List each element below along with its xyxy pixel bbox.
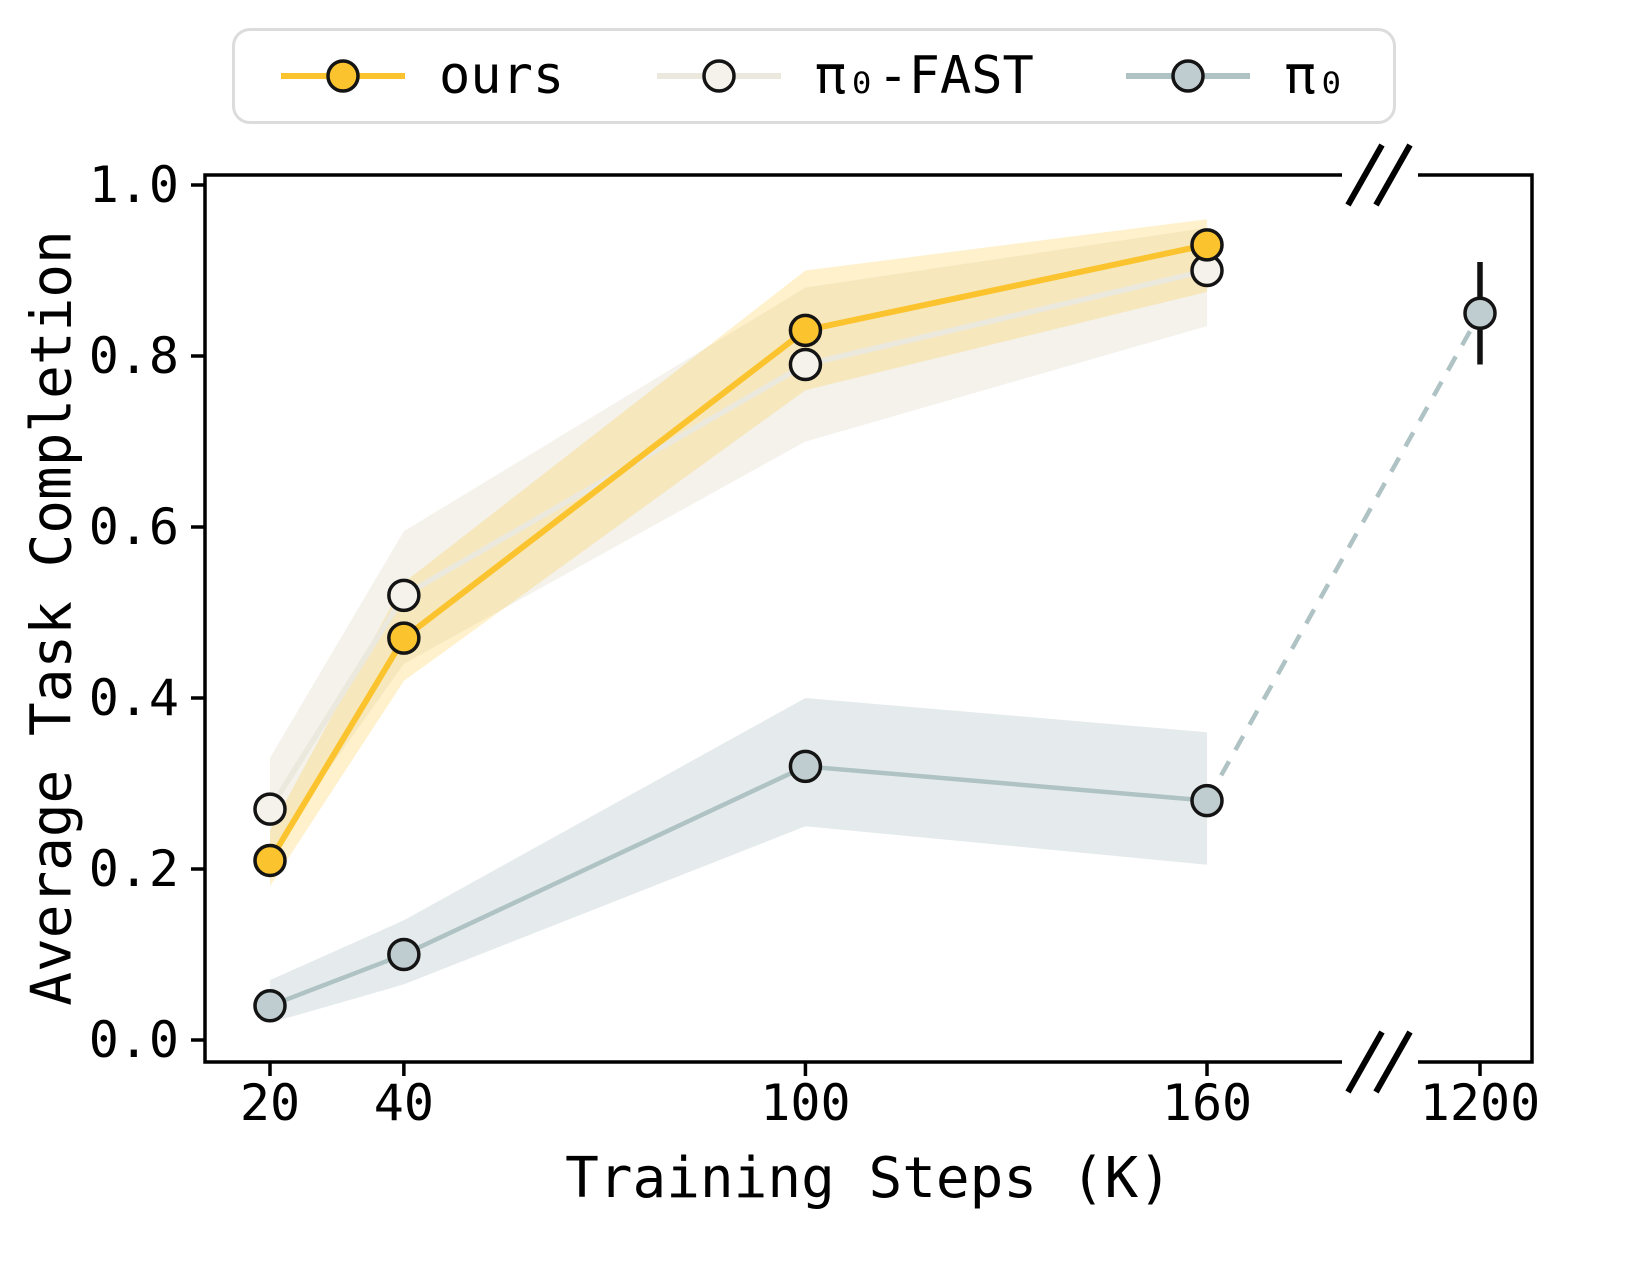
ours-marker (788, 313, 823, 348)
y-tick-label: 1.0 (89, 156, 179, 214)
legend-label-ours: ours (439, 46, 565, 106)
x-axis-label: Training Steps (K) (565, 1146, 1172, 1211)
ours-marker (1190, 228, 1224, 262)
pi0-fast-marker (387, 578, 421, 613)
pi0-fast-band (270, 227, 1208, 852)
ours-marker (387, 621, 421, 655)
pi0-marker (387, 937, 421, 972)
pi0-band (270, 698, 1208, 1023)
x-tick-label: 1200 (1420, 1074, 1540, 1132)
ours-marker (253, 843, 287, 878)
x-tick-label: 20 (240, 1074, 300, 1132)
x-tick-label: 160 (1162, 1074, 1252, 1132)
y-tick-label: 0.8 (89, 327, 179, 385)
pi0-marker (1190, 783, 1224, 818)
axis-break-slash (1345, 1030, 1385, 1094)
axis-break-gap (1342, 1056, 1418, 1068)
legend-swatch-1 (656, 59, 781, 93)
pi0-marker (253, 989, 287, 1023)
y-tick-label: 0.0 (89, 1011, 179, 1069)
x-tick-label: 100 (760, 1074, 850, 1132)
legend-marker-0 (326, 59, 360, 93)
y-tick-label: 0.6 (89, 498, 179, 556)
axis-break-gap (1342, 169, 1418, 181)
pi0-fast-marker (788, 347, 823, 382)
pi0-fast-marker (253, 792, 287, 826)
legend-marker-2 (1171, 59, 1206, 93)
y-tick-label: 0.2 (89, 840, 179, 898)
x-tick-label: 40 (374, 1074, 434, 1132)
axis-break-slash (1373, 143, 1413, 207)
ours-band (270, 219, 1208, 887)
pi0-fast-line (267, 267, 1208, 811)
ours-line (267, 241, 1208, 862)
pi0-line (269, 764, 1208, 1008)
legend-marker-1 (701, 59, 736, 93)
legend-item-pi0-fast: π₀-FAST (656, 46, 1034, 106)
pi0-marker-extension (1463, 296, 1497, 330)
axis-break-slash (1373, 1030, 1413, 1094)
legend-label-pi0-fast: π₀-FAST (814, 46, 1034, 106)
legend-item-pi0: π₀ (1126, 46, 1347, 106)
plot-frame (203, 173, 1534, 1064)
y-tick-label: 0.4 (89, 669, 179, 727)
pi0-dashed-extension (1205, 312, 1482, 802)
legend-swatch-0 (281, 59, 405, 93)
axis-break-slash (1345, 143, 1385, 207)
legend-label-pi0: π₀ (1284, 46, 1347, 106)
legend-swatch-2 (1126, 59, 1251, 93)
legend-item-ours: ours (281, 46, 564, 106)
chart-legend: ours π₀-FAST π₀ (232, 28, 1396, 124)
y-axis-label: Average Task Completion (19, 230, 85, 1006)
pi0-marker (788, 749, 823, 784)
